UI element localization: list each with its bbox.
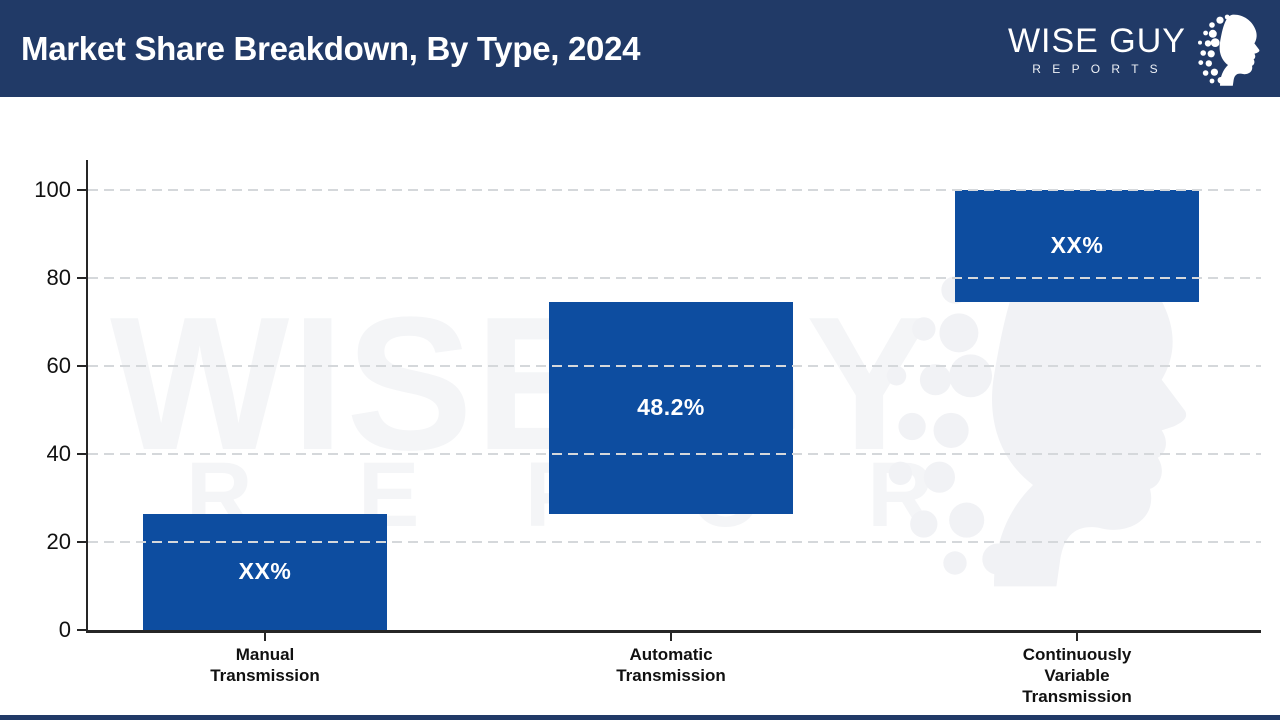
footer-accent-bar [0, 715, 1280, 720]
y-tick-mark [77, 189, 86, 191]
bar-value-label: XX% [1050, 232, 1104, 259]
x-category-label-line: Variable [1044, 666, 1110, 685]
page-title: Market Share Breakdown, By Type, 2024 [21, 29, 641, 67]
gridline-60 [88, 365, 1261, 367]
y-tick-label: 40 [46, 441, 71, 466]
y-tick-label: 0 [58, 617, 71, 642]
bar-segment-2: 48.2% [549, 301, 793, 514]
gridline-100 [88, 189, 1261, 191]
x-category-label: Continuously Variable Transmission [952, 644, 1202, 707]
gridline-20 [88, 541, 1261, 543]
x-category-label: Automatic Transmission [546, 644, 796, 686]
y-tick-mark [77, 629, 86, 631]
x-tick-mark [670, 633, 672, 641]
x-category-label-line: Transmission [210, 666, 320, 685]
x-category-label-line: Automatic [629, 645, 713, 664]
y-tick-label: 60 [46, 353, 71, 378]
y-tick-mark [77, 453, 86, 455]
bar-segment-3: XX% [955, 190, 1199, 302]
y-tick-label: 100 [34, 177, 71, 202]
gridline-80 [88, 277, 1261, 279]
x-category-label-line: Continuously [1022, 645, 1132, 664]
x-tick-mark [264, 633, 266, 641]
y-tick-label: 20 [46, 529, 71, 554]
logo-wordmark: WISE GUY [1007, 21, 1186, 60]
bar-value-label: 48.2% [637, 394, 705, 421]
gridline-40 [88, 453, 1261, 455]
x-tick-mark [1076, 633, 1078, 641]
header: Market Share Breakdown, By Type, 2024 WI… [0, 0, 1280, 97]
x-category-label-line: Manual [235, 645, 295, 664]
logo-subtitle: R E P O R T S [1032, 62, 1162, 77]
y-tick-label: 80 [46, 265, 71, 290]
y-tick-mark [77, 277, 86, 279]
plot-area: 0 20 40 60 80 100 XX% Manual Transmission 48.2% Au… [34, 160, 1261, 706]
wise-guy-logo: WISE GUY R E P O R T S [1008, 8, 1268, 90]
chart-area: WISE G Y R E P O R T S 020406080100XX%Ma… [0, 97, 1280, 720]
dotted-head-icon [1198, 14, 1260, 86]
y-tick-mark [77, 541, 86, 543]
x-category-label-line: Transmission [1022, 687, 1132, 706]
bar-segment-1: XX% [143, 513, 387, 630]
bar-value-label: XX% [238, 558, 292, 585]
x-category-label-line: Transmission [616, 666, 726, 685]
x-category-label: Manual Transmission [140, 644, 390, 686]
logo-text: WISE GUY R E P O R T S [1008, 22, 1186, 76]
y-tick-mark [77, 365, 86, 367]
